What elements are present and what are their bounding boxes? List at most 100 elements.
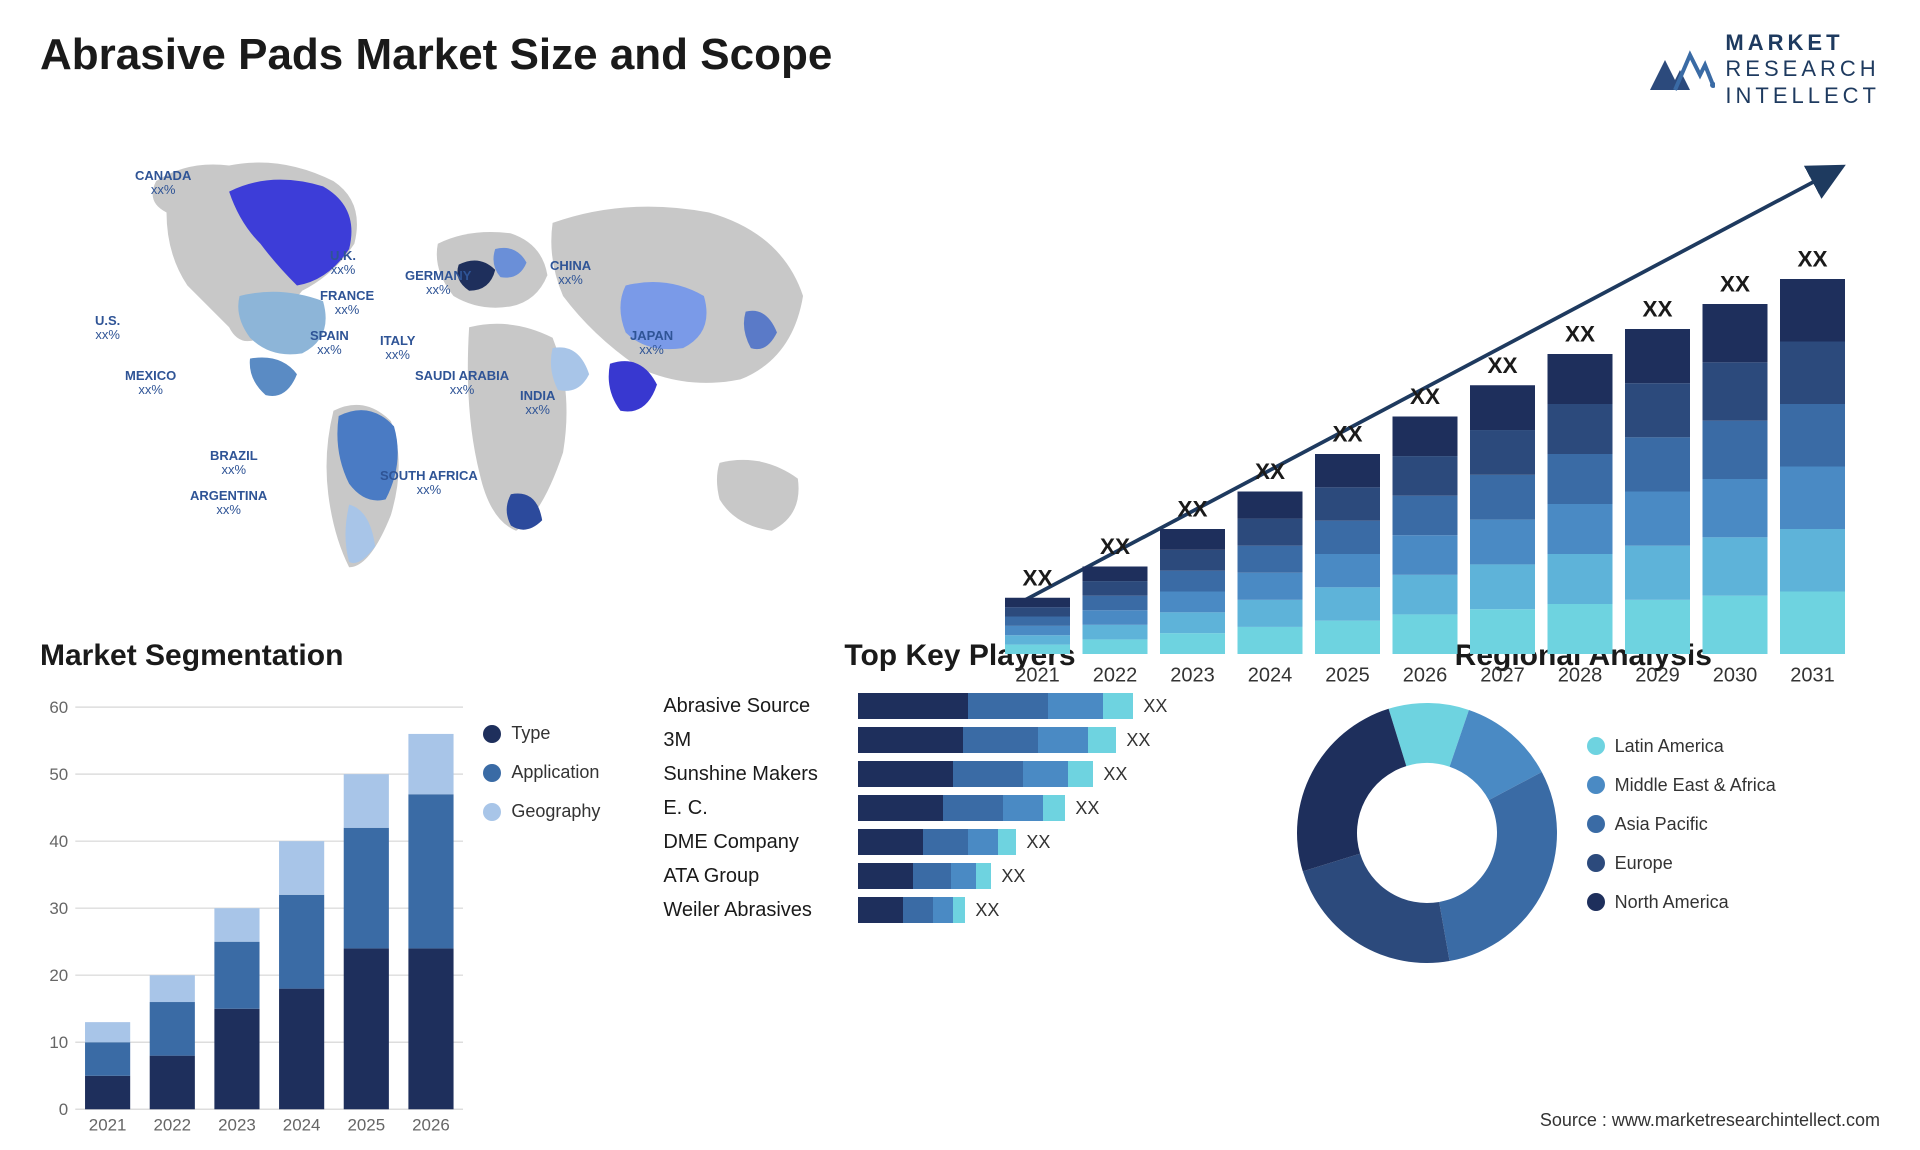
svg-text:XX: XX xyxy=(1255,459,1285,484)
player-bar xyxy=(858,727,1116,753)
svg-text:2023: 2023 xyxy=(218,1116,256,1135)
legend-item: Latin America xyxy=(1587,736,1880,757)
segmentation-panel: Market Segmentation 01020304050602021202… xyxy=(40,639,633,1059)
svg-text:2022: 2022 xyxy=(153,1116,191,1135)
regional-legend: Latin America Middle East & Africa Asia Pa… xyxy=(1587,736,1880,931)
svg-text:50: 50 xyxy=(49,765,68,784)
legend-item: Middle East & Africa xyxy=(1587,775,1880,796)
legend-item: North America xyxy=(1587,892,1880,913)
legend-item: Type xyxy=(483,723,633,744)
legend-item: Geography xyxy=(483,801,633,822)
svg-text:30: 30 xyxy=(49,899,68,918)
player-value: XX xyxy=(1126,730,1150,751)
svg-text:2023: 2023 xyxy=(1170,665,1215,687)
map-country-label: SAUDI ARABIAxx% xyxy=(415,369,509,398)
player-row: ATA Group XX xyxy=(663,863,1256,889)
svg-text:2031: 2031 xyxy=(1790,665,1835,687)
svg-text:XX: XX xyxy=(1177,497,1207,522)
top-row: CANADAxx% U.S.xx% MEXICOxx% BRAZILxx% ARGENT… xyxy=(40,129,1880,609)
map-country-label: FRANCExx% xyxy=(320,289,374,318)
svg-text:2024: 2024 xyxy=(1248,665,1293,687)
legend-item: Europe xyxy=(1587,853,1880,874)
growth-bar-chart: XX 2021 XX 2022 XX 2023 XX 2024 XX 2025 XX 2026 XX 20… xyxy=(980,129,1880,704)
world-map-panel: CANADAxx% U.S.xx% MEXICOxx% BRAZILxx% ARGENT… xyxy=(40,129,940,609)
map-country-label: BRAZILxx% xyxy=(210,449,258,478)
player-name: E. C. xyxy=(663,797,843,820)
svg-text:40: 40 xyxy=(49,832,68,851)
segmentation-legend: Type Application Geography xyxy=(483,693,633,1013)
svg-text:XX: XX xyxy=(1797,247,1827,272)
map-country-label: SPAINxx% xyxy=(310,329,349,358)
svg-text:XX: XX xyxy=(1410,384,1440,409)
legend-item: Asia Pacific xyxy=(1587,814,1880,835)
map-country-label: GERMANYxx% xyxy=(405,269,471,298)
player-name: ATA Group xyxy=(663,865,843,888)
segmentation-title: Market Segmentation xyxy=(40,639,633,673)
players-list: Abrasive SourceXX3MXXSunshine MakersXXE.… xyxy=(663,693,1256,923)
svg-text:20: 20 xyxy=(49,966,68,985)
player-bar xyxy=(858,829,1016,855)
player-name: Abrasive Source xyxy=(663,695,843,718)
svg-text:XX: XX xyxy=(1720,272,1750,297)
header: Abrasive Pads Market Size and Scope MARK… xyxy=(40,30,1880,109)
svg-text:XX: XX xyxy=(1022,565,1052,590)
svg-text:2021: 2021 xyxy=(89,1116,127,1135)
svg-text:2030: 2030 xyxy=(1713,665,1758,687)
player-value: XX xyxy=(1075,798,1099,819)
player-name: 3M xyxy=(663,729,843,752)
map-country-label: SOUTH AFRICAxx% xyxy=(380,469,478,498)
svg-text:XX: XX xyxy=(1642,297,1672,322)
player-row: DME Company XX xyxy=(663,829,1256,855)
map-country-label: JAPANxx% xyxy=(630,329,673,358)
map-country-label: U.S.xx% xyxy=(95,314,120,343)
svg-text:0: 0 xyxy=(59,1100,68,1119)
player-row: E. C. XX xyxy=(663,795,1256,821)
svg-text:2022: 2022 xyxy=(1093,665,1138,687)
player-row: 3M XX xyxy=(663,727,1256,753)
map-country-label: CANADAxx% xyxy=(135,169,191,198)
svg-text:XX: XX xyxy=(1565,322,1595,347)
svg-text:2028: 2028 xyxy=(1558,665,1603,687)
map-country-label: U.K.xx% xyxy=(330,249,356,278)
page-title: Abrasive Pads Market Size and Scope xyxy=(40,30,832,80)
svg-text:XX: XX xyxy=(1487,353,1517,378)
player-bar xyxy=(858,761,1093,787)
player-value: XX xyxy=(1001,866,1025,887)
legend-item: Application xyxy=(483,762,633,783)
svg-text:2029: 2029 xyxy=(1635,665,1680,687)
svg-text:2027: 2027 xyxy=(1480,665,1525,687)
logo-text: MARKET RESEARCH INTELLECT xyxy=(1725,30,1880,109)
player-value: XX xyxy=(1026,832,1050,853)
player-bar xyxy=(858,795,1065,821)
regional-donut xyxy=(1287,693,1567,973)
map-country-label: ARGENTINAxx% xyxy=(190,489,267,518)
svg-text:2025: 2025 xyxy=(347,1116,385,1135)
player-name: Sunshine Makers xyxy=(663,763,843,786)
map-country-label: ITALYxx% xyxy=(380,334,415,363)
source-attribution: Source : www.marketresearchintellect.com xyxy=(1540,1110,1880,1131)
svg-text:10: 10 xyxy=(49,1033,68,1052)
map-country-label: MEXICOxx% xyxy=(125,369,176,398)
player-name: DME Company xyxy=(663,831,843,854)
svg-text:2025: 2025 xyxy=(1325,665,1370,687)
player-row: Sunshine Makers XX xyxy=(663,761,1256,787)
player-name: Weiler Abrasives xyxy=(663,899,843,922)
svg-text:2026: 2026 xyxy=(1403,665,1448,687)
brand-logo: MARKET RESEARCH INTELLECT xyxy=(1645,30,1880,109)
player-row: Weiler Abrasives XX xyxy=(663,897,1256,923)
player-value: XX xyxy=(975,900,999,921)
map-country-label: CHINAxx% xyxy=(550,259,591,288)
map-country-label: INDIAxx% xyxy=(520,389,555,418)
player-value: XX xyxy=(1103,764,1127,785)
svg-text:2026: 2026 xyxy=(412,1116,450,1135)
logo-icon xyxy=(1645,40,1715,100)
segmentation-chart: 0102030405060202120222023202420252026 xyxy=(40,693,463,1013)
svg-text:60: 60 xyxy=(49,698,68,717)
svg-text:XX: XX xyxy=(1100,534,1130,559)
svg-text:2024: 2024 xyxy=(283,1116,321,1135)
svg-text:2021: 2021 xyxy=(1015,665,1060,687)
player-bar xyxy=(858,863,991,889)
svg-text:XX: XX xyxy=(1332,422,1362,447)
growth-chart-panel: XX2021XX2022XX2023XX2024XX2025XX2026XX20… xyxy=(980,129,1880,609)
player-bar xyxy=(858,897,965,923)
